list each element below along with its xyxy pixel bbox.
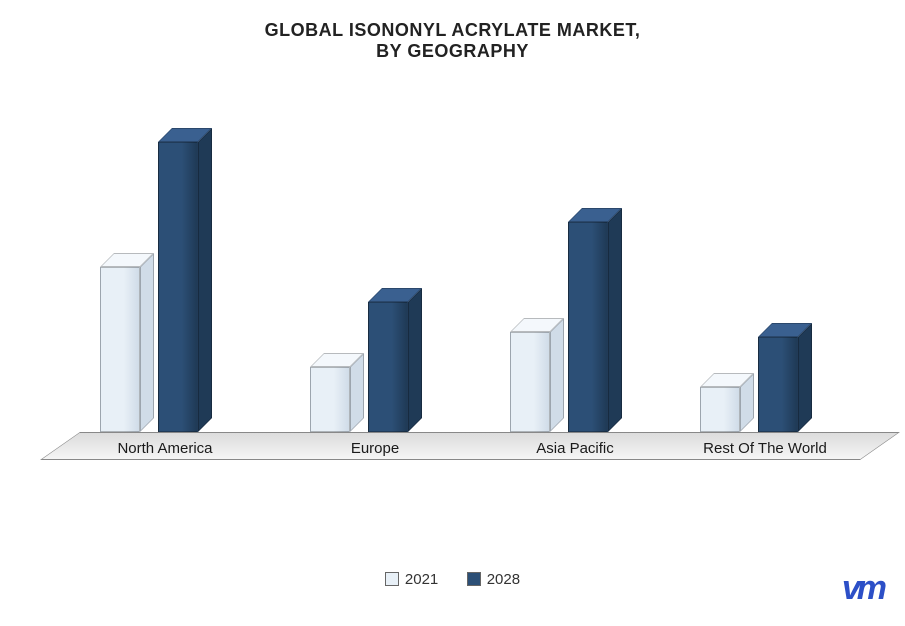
bar	[158, 142, 198, 432]
legend-item-2021: 2021	[385, 571, 438, 588]
category-label: Europe	[275, 440, 475, 457]
title-line-1: GLOBAL ISONONYL ACRYLATE MARKET,	[0, 20, 905, 41]
category-label: North America	[65, 440, 265, 457]
legend-swatch-2028	[467, 572, 481, 586]
legend-label-2028: 2028	[487, 571, 520, 588]
bar	[310, 367, 350, 432]
legend-swatch-2021	[385, 572, 399, 586]
legend-label-2021: 2021	[405, 571, 438, 588]
category-label: Asia Pacific	[475, 440, 675, 457]
brand-logo: vm	[842, 569, 883, 608]
chart-title: GLOBAL ISONONYL ACRYLATE MARKET, BY GEOG…	[0, 0, 905, 62]
title-line-2: BY GEOGRAPHY	[0, 41, 905, 62]
chart-area: North AmericaEuropeAsia PacificRest Of T…	[40, 120, 860, 460]
bar	[700, 387, 740, 432]
legend-item-2028: 2028	[467, 571, 520, 588]
bar	[758, 337, 798, 432]
legend: 2021 2028	[0, 571, 905, 592]
bar	[568, 222, 608, 432]
category-label: Rest Of The World	[665, 440, 865, 457]
bar	[100, 267, 140, 432]
bar	[368, 302, 408, 432]
bar	[510, 332, 550, 432]
